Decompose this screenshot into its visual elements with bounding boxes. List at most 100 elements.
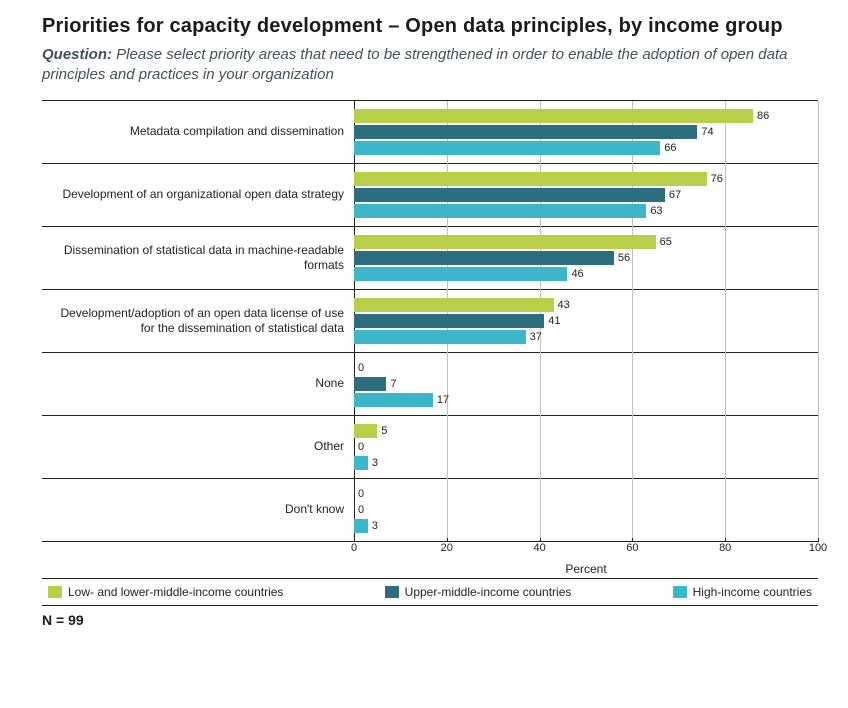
bars: 5 03 <box>354 416 818 478</box>
bar-value: 67 <box>669 189 681 201</box>
bar-row: 0 <box>354 440 818 454</box>
bar-row: 46 <box>354 267 818 281</box>
bar <box>354 456 368 470</box>
bars: 003 <box>354 479 818 541</box>
legend-item: High-income countries <box>673 585 812 599</box>
tick-label: 80 <box>719 542 731 554</box>
bar-row: 0 <box>354 503 818 517</box>
bar <box>354 377 386 391</box>
legend-swatch <box>48 586 62 598</box>
category-group: Metadata compilation and dissemination86… <box>42 101 818 164</box>
bar <box>354 267 567 281</box>
bar <box>354 109 753 123</box>
category-label: Development/adoption of an open data lic… <box>42 290 354 352</box>
bar-row: 5 <box>354 424 818 438</box>
category-group: Don't know003 <box>42 479 818 541</box>
bar <box>354 204 646 218</box>
category-row: Development of an organizational open da… <box>42 164 818 226</box>
bar-value: 7 <box>390 378 396 390</box>
bar-row: 7 <box>354 377 818 391</box>
category-row: Metadata compilation and dissemination86… <box>42 101 818 163</box>
bar-value: 0 <box>358 504 364 516</box>
bar-value: 43 <box>558 299 570 311</box>
x-axis: 020406080100 Percent <box>354 542 818 578</box>
category-label: None <box>42 353 354 415</box>
bar-row: 17 <box>354 393 818 407</box>
bar <box>354 235 656 249</box>
bar <box>354 393 433 407</box>
bar-value: 86 <box>757 110 769 122</box>
category-group: None 0 7 17 <box>42 353 818 416</box>
bar-row: 43 <box>354 298 818 312</box>
x-axis-title: Percent <box>354 562 818 576</box>
question-label: Question: <box>42 46 112 63</box>
legend-swatch <box>385 586 399 598</box>
bar-row: 65 <box>354 235 818 249</box>
bar-value: 56 <box>618 252 630 264</box>
bar-value: 37 <box>530 331 542 343</box>
tick-label: 100 <box>809 542 827 554</box>
bar-row: 74 <box>354 125 818 139</box>
legend-label: High-income countries <box>693 585 812 599</box>
bar-row: 67 <box>354 188 818 202</box>
bar-row: 37 <box>354 330 818 344</box>
bar <box>354 141 660 155</box>
category-group: Development/adoption of an open data lic… <box>42 290 818 353</box>
bars: 0 7 17 <box>354 353 818 415</box>
category-row: Dissemination of statistical data in mac… <box>42 227 818 289</box>
legend: Low- and lower-middle-income countries Up… <box>42 578 818 606</box>
chart-area: Metadata compilation and dissemination86… <box>42 100 818 628</box>
bars: 43 41 37 <box>354 290 818 352</box>
bar-value: 66 <box>664 142 676 154</box>
bar-row: 0 <box>354 487 818 501</box>
category-group: Other503 <box>42 416 818 479</box>
bar-value: 0 <box>358 441 364 453</box>
bar-value: 17 <box>437 394 449 406</box>
bar-value: 3 <box>372 520 378 532</box>
bar-row: 63 <box>354 204 818 218</box>
bar-chart: Metadata compilation and dissemination86… <box>42 100 818 542</box>
category-group: Development of an organizational open da… <box>42 164 818 227</box>
bar-row: 0 <box>354 361 818 375</box>
legend-swatch <box>673 586 687 598</box>
category-row: Development/adoption of an open data lic… <box>42 290 818 352</box>
category-row: None 0 7 17 <box>42 353 818 415</box>
bar-value: 46 <box>571 268 583 280</box>
question-text: Please select priority areas that need t… <box>42 46 787 83</box>
bar-row: 56 <box>354 251 818 265</box>
bar-value: 41 <box>548 315 560 327</box>
bar <box>354 251 614 265</box>
bar-value: 63 <box>650 205 662 217</box>
legend-item: Low- and lower-middle-income countries <box>48 585 283 599</box>
bars: 65 56 46 <box>354 227 818 289</box>
bar-value: 3 <box>372 457 378 469</box>
tick-label: 60 <box>626 542 638 554</box>
gridline <box>818 101 819 541</box>
bar-value: 65 <box>660 236 672 248</box>
legend-label: Low- and lower-middle-income countries <box>68 585 283 599</box>
legend-item: Upper-middle-income countries <box>385 585 572 599</box>
category-label: Development of an organizational open da… <box>42 164 354 226</box>
sample-size-note: N = 99 <box>42 612 818 628</box>
bar-value: 76 <box>711 173 723 185</box>
bar <box>354 424 377 438</box>
category-row: Don't know003 <box>42 479 818 541</box>
category-label: Metadata compilation and dissemination <box>42 101 354 163</box>
category-label: Dissemination of statistical data in mac… <box>42 227 354 289</box>
bar-value: 5 <box>381 425 387 437</box>
bars: 86 74 66 <box>354 101 818 163</box>
bar <box>354 298 554 312</box>
bar <box>354 330 526 344</box>
bar-row: 86 <box>354 109 818 123</box>
category-row: Other503 <box>42 416 818 478</box>
bar <box>354 125 697 139</box>
category-label: Don't know <box>42 479 354 541</box>
chart-title: Priorities for capacity development – Op… <box>42 14 818 39</box>
bar-value: 0 <box>358 362 364 374</box>
bar-value: 74 <box>701 126 713 138</box>
bar <box>354 172 707 186</box>
bar-row: 76 <box>354 172 818 186</box>
x-axis-ticks: 020406080100 <box>354 542 818 558</box>
bar-row: 41 <box>354 314 818 328</box>
category-group: Dissemination of statistical data in mac… <box>42 227 818 290</box>
